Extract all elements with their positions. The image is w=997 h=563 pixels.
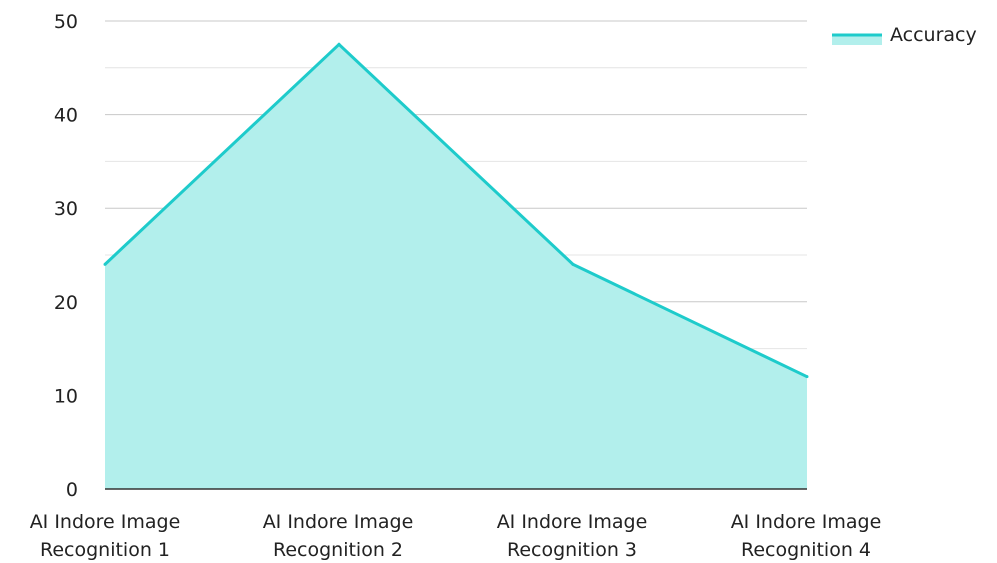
data-point xyxy=(337,42,341,46)
x-category-label: AI Indore Image Recognition 1 xyxy=(30,511,181,561)
y-tick-label: 40 xyxy=(54,105,78,127)
x-category-label-line: Recognition 2 xyxy=(273,539,403,561)
x-category-label-line: AI Indore Image xyxy=(30,511,181,533)
x-category-label-line: AI Indore Image xyxy=(731,511,882,533)
legend: Accuracy xyxy=(832,24,977,46)
data-point xyxy=(571,262,575,266)
area-fill-series-0 xyxy=(105,44,807,490)
y-tick-label: 30 xyxy=(54,198,78,220)
plot-area xyxy=(103,42,809,490)
y-tick-label: 10 xyxy=(54,385,78,407)
x-category-label-line: AI Indore Image xyxy=(497,511,648,533)
legend-label-accuracy: Accuracy xyxy=(890,24,977,46)
data-point xyxy=(103,262,107,266)
y-tick-label: 20 xyxy=(54,292,78,314)
series-line-0 xyxy=(103,42,808,379)
x-category-label-line: AI Indore Image xyxy=(263,511,414,533)
data-point xyxy=(805,375,809,379)
x-category-label: AI Indore Image Recognition 4 xyxy=(731,511,882,561)
y-tick-label: 0 xyxy=(66,479,78,501)
legend-swatch-fill xyxy=(832,35,882,45)
x-category-label-line: Recognition 1 xyxy=(40,539,170,561)
x-category-label: AI Indore Image Recognition 2 xyxy=(263,511,414,561)
x-category-label-line: Recognition 4 xyxy=(741,539,871,561)
x-category-label-line: Recognition 3 xyxy=(507,539,637,561)
x-category-label: AI Indore Image Recognition 3 xyxy=(497,511,648,561)
y-tick-label: 50 xyxy=(54,11,78,33)
